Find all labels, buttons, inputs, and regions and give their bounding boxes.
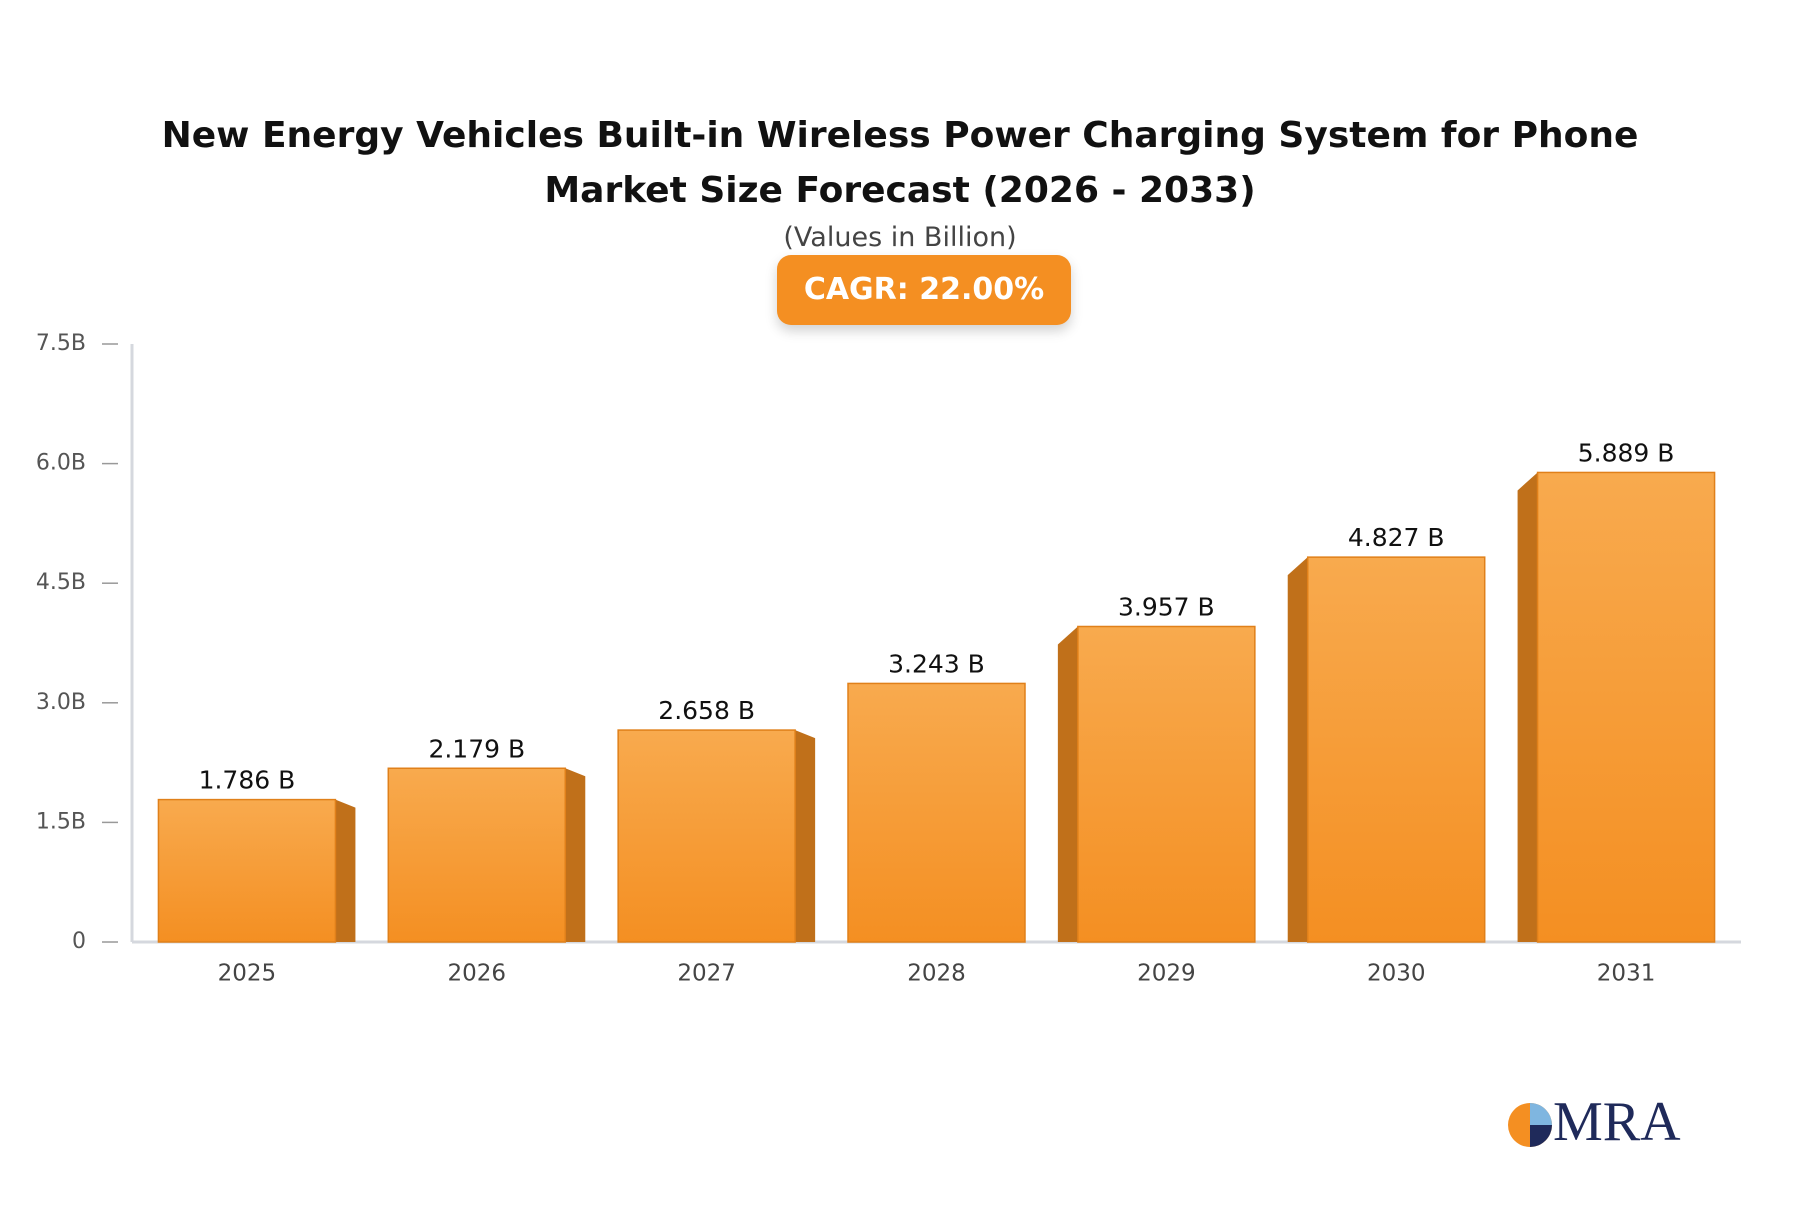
logo-text: MRA bbox=[1553, 1091, 1681, 1153]
x-tick-label: 2030 bbox=[1367, 961, 1426, 987]
x-tick-label: 2027 bbox=[677, 961, 736, 987]
bar bbox=[1536, 471, 1716, 943]
bar bbox=[1306, 556, 1486, 943]
value-label: 3.957 B bbox=[1118, 592, 1215, 621]
x-tick-label: 2031 bbox=[1597, 961, 1656, 987]
y-tick-label: 7.5B bbox=[36, 331, 86, 356]
logo-wedge bbox=[1530, 1103, 1552, 1125]
x-tick-label: 2026 bbox=[448, 961, 507, 987]
bar-side bbox=[795, 730, 816, 942]
bar-side bbox=[1057, 626, 1078, 942]
bar-side bbox=[1287, 557, 1308, 942]
bar-side bbox=[335, 799, 356, 942]
bar-side bbox=[565, 768, 586, 942]
bar-side bbox=[1517, 472, 1538, 942]
bar bbox=[847, 682, 1026, 943]
value-label: 4.827 B bbox=[1348, 523, 1445, 552]
bar bbox=[157, 798, 337, 943]
chart-subtitle: (Values in Billion) bbox=[783, 222, 1017, 253]
value-label: 2.658 B bbox=[658, 696, 755, 725]
bar bbox=[1077, 625, 1256, 943]
bar bbox=[387, 767, 567, 943]
logo-wedge bbox=[1530, 1125, 1552, 1147]
y-tick-label: 1.5B bbox=[36, 809, 86, 834]
value-label: 5.889 B bbox=[1578, 438, 1675, 467]
x-tick-label: 2029 bbox=[1137, 961, 1196, 987]
value-label: 1.786 B bbox=[199, 766, 296, 795]
value-label: 2.179 B bbox=[428, 734, 525, 763]
chart-title: New Energy Vehicles Built-in Wireless Po… bbox=[161, 115, 1639, 211]
value-label: 3.243 B bbox=[888, 649, 985, 678]
y-tick-label: 0 bbox=[72, 929, 86, 954]
x-tick-label: 2028 bbox=[907, 961, 966, 987]
y-tick-label: 6.0B bbox=[36, 451, 86, 476]
y-tick-label: 4.5B bbox=[36, 570, 86, 595]
x-tick-label: 2025 bbox=[218, 961, 277, 987]
bar bbox=[617, 729, 796, 943]
y-tick-label: 3.0B bbox=[36, 690, 86, 715]
cagr-badge: CAGR: 22.00% bbox=[777, 255, 1071, 325]
